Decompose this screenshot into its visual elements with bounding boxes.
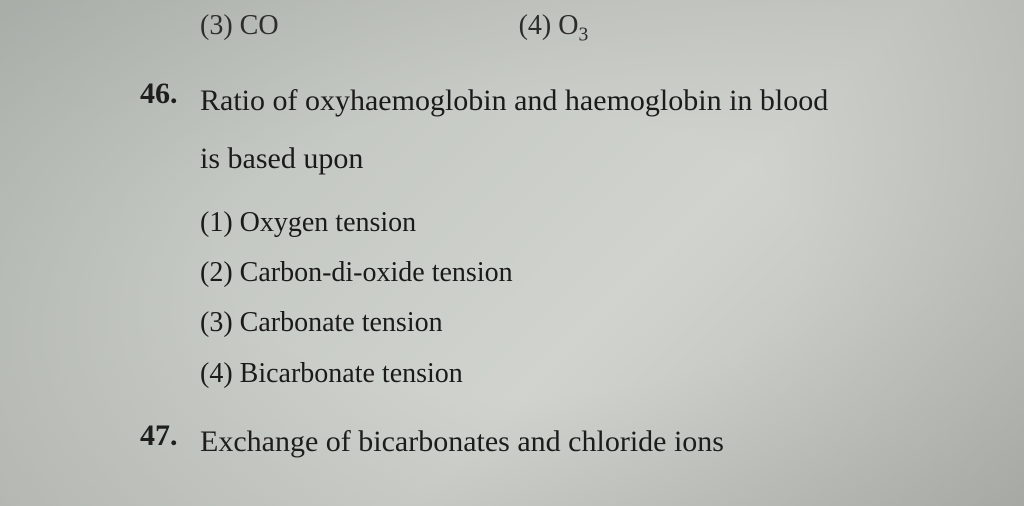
question-row: 46. Ratio of oxyhaemoglobin and haemoglo…	[140, 77, 964, 125]
options-list: (1) Oxygen tension (2) Carbon-di-oxide t…	[200, 198, 964, 400]
option-number: (4)	[519, 10, 552, 42]
question-text-partial: Exchange of bicarbonates and chloride io…	[200, 419, 724, 464]
question-text-line1: Ratio of oxyhaemoglobin and haemoglobin …	[200, 77, 828, 125]
option-number: (3)	[200, 10, 233, 42]
prev-option-3: (3) CO	[200, 10, 279, 47]
question-46: 46. Ratio of oxyhaemoglobin and haemoglo…	[140, 77, 964, 400]
page-content: (3) CO (4) O3 46. Ratio of oxyhaemoglobi…	[0, 0, 1024, 474]
option-2: (2) Carbon-di-oxide tension	[200, 248, 964, 298]
previous-question-options: (3) CO (4) O3	[200, 10, 964, 47]
option-text: O3	[558, 10, 588, 47]
option-1: (1) Oxygen tension	[200, 198, 964, 248]
option-4: (4) Bicarbonate tension	[200, 349, 964, 399]
question-47-partial: 47. Exchange of bicarbonates and chlorid…	[140, 419, 964, 464]
question-number: 46.	[140, 77, 200, 111]
prev-option-4: (4) O3	[519, 10, 589, 47]
question-text-line2: is based upon	[200, 135, 964, 183]
option-text: CO	[240, 10, 279, 42]
question-number: 47.	[140, 419, 200, 453]
option-3: (3) Carbonate tension	[200, 298, 964, 348]
